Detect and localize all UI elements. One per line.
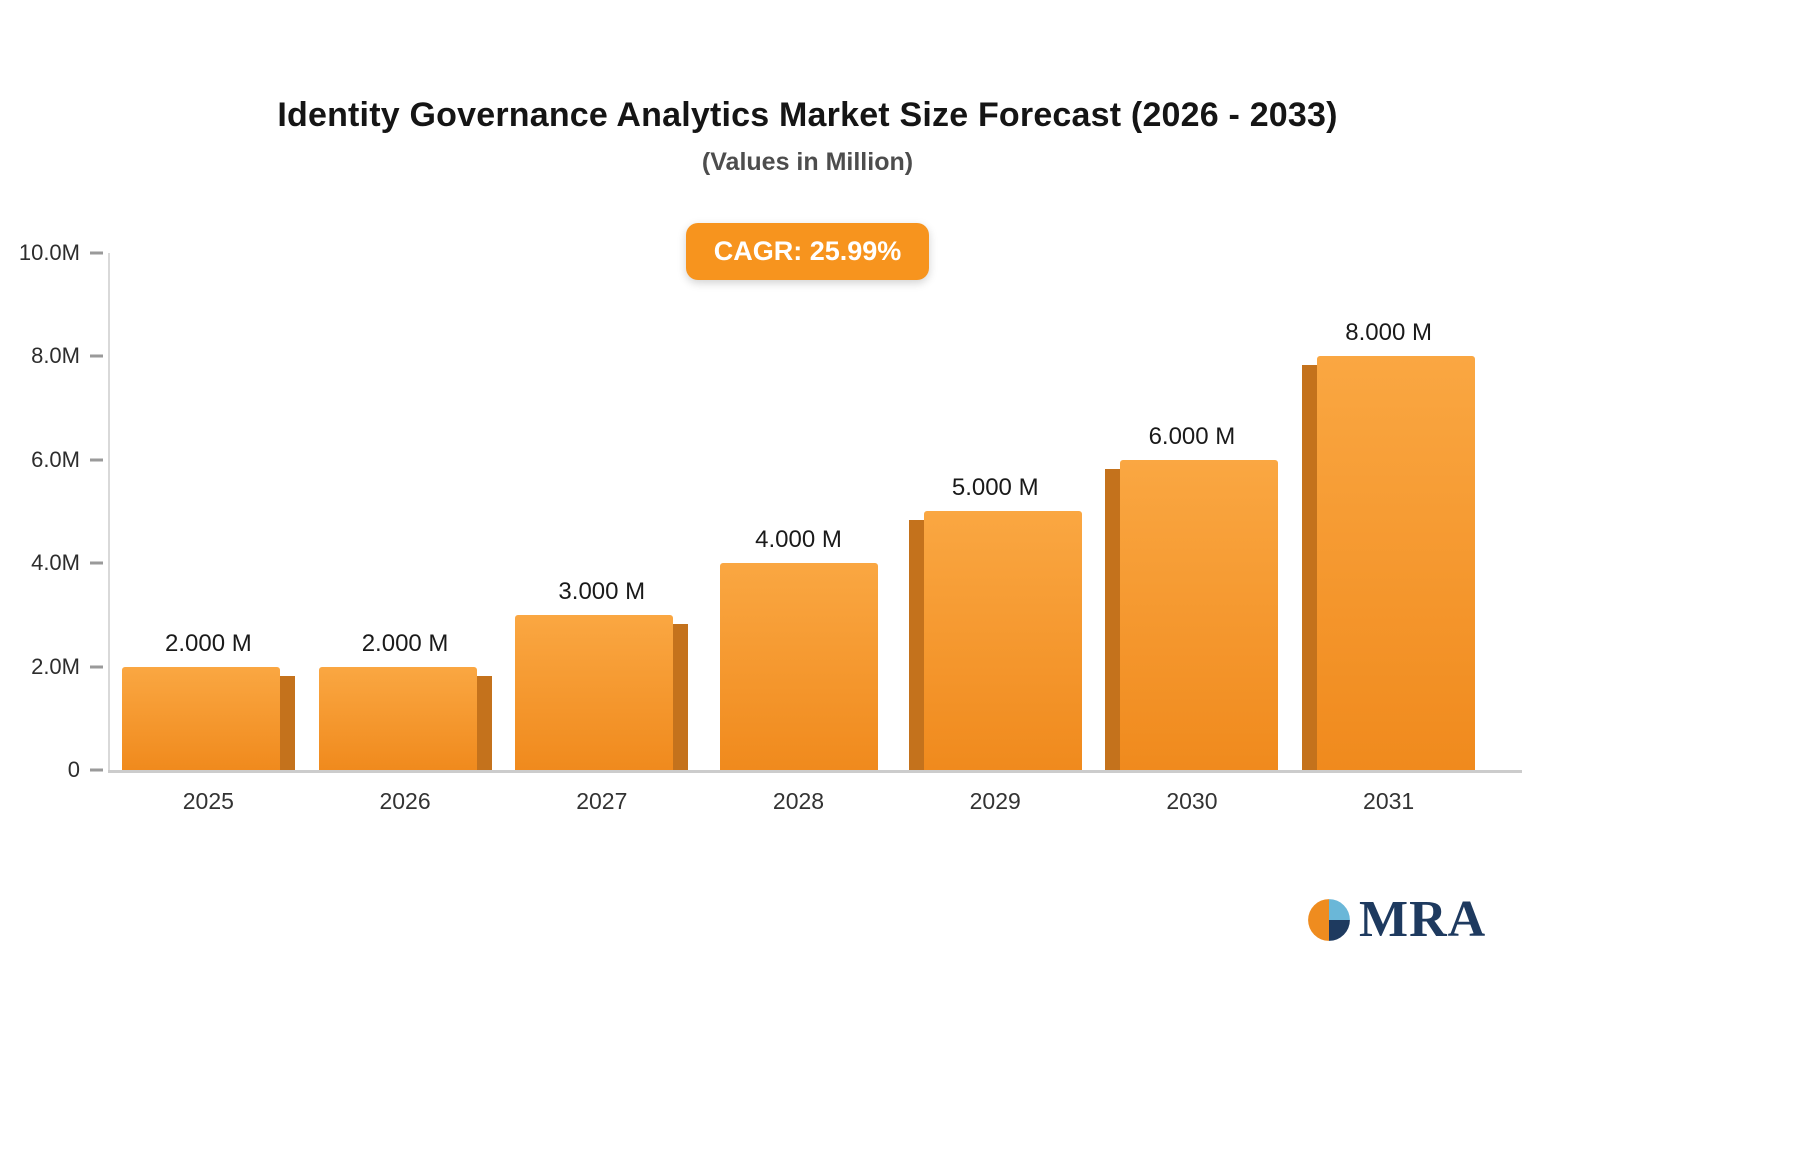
bar-value-label-2027: 3.000 M xyxy=(558,578,646,605)
chart-title: Identity Governance Analytics Market Siz… xyxy=(277,96,1338,134)
y-tick-mark-10.0M xyxy=(90,251,103,255)
x-tick-label-2027: 2027 xyxy=(576,788,628,814)
y-tick-mark-6.0M xyxy=(90,458,103,462)
bar-2025 xyxy=(121,667,280,770)
mra-logo: MRA xyxy=(1306,894,1486,946)
y-tick-mark-2.0M xyxy=(90,665,103,669)
y-tick-mark-8.0M xyxy=(90,354,103,358)
y-tick-label-0: 0 xyxy=(67,757,80,782)
bar-2030 xyxy=(1120,460,1279,770)
x-tick-label-2031: 2031 xyxy=(1363,788,1415,814)
y-axis-line xyxy=(108,253,110,770)
y-tick-label-6.0M: 6.0M xyxy=(31,446,80,472)
bar-value-label-2031: 8.000 M xyxy=(1345,319,1432,346)
bar-2029 xyxy=(923,511,1082,770)
cagr-badge-wrap: CAGR: 25.99% xyxy=(0,223,1615,280)
y-tick-label-2.0M: 2.0M xyxy=(31,653,80,679)
bar-2027 xyxy=(515,615,674,770)
y-tick-label-10.0M: 10.0M xyxy=(18,240,80,265)
chart-subtitle: (Values in Million) xyxy=(701,148,914,176)
y-tick-mark-0 xyxy=(90,768,103,772)
bar-side-face-2026 xyxy=(476,676,492,770)
y-tick-label-4.0M: 4.0M xyxy=(31,550,80,576)
bar-2026 xyxy=(318,667,477,770)
y-tick-label-8.0M: 8.0M xyxy=(31,343,80,369)
bar-side-face-2025 xyxy=(279,676,295,770)
x-tick-label-2026: 2026 xyxy=(379,788,431,814)
mra-logo-text: MRA xyxy=(1359,891,1487,948)
bar-side-face-2029 xyxy=(908,520,924,770)
mra-logo-pie-icon xyxy=(1308,899,1350,941)
y-tick-mark-4.0M xyxy=(90,561,103,565)
bar-side-face-2027 xyxy=(673,624,689,770)
cagr-badge: CAGR: 25.99% xyxy=(685,223,930,280)
bar-value-label-2026: 2.000 M xyxy=(361,630,449,657)
bar-side-face-2030 xyxy=(1105,469,1121,770)
bar-2028 xyxy=(719,563,878,770)
x-axis-line xyxy=(108,770,1522,773)
bar-value-label-2028: 4.000 M xyxy=(755,526,842,553)
bar-value-label-2030: 6.000 M xyxy=(1148,423,1236,450)
bar-value-label-2025: 2.000 M xyxy=(164,630,252,657)
x-tick-label-2025: 2025 xyxy=(182,788,234,814)
x-tick-label-2028: 2028 xyxy=(772,788,825,814)
bar-value-label-2029: 5.000 M xyxy=(951,474,1039,501)
x-tick-label-2029: 2029 xyxy=(969,788,1021,814)
x-tick-label-2030: 2030 xyxy=(1166,788,1218,814)
bar-side-face-2031 xyxy=(1302,365,1318,770)
bar-2031 xyxy=(1317,356,1476,770)
